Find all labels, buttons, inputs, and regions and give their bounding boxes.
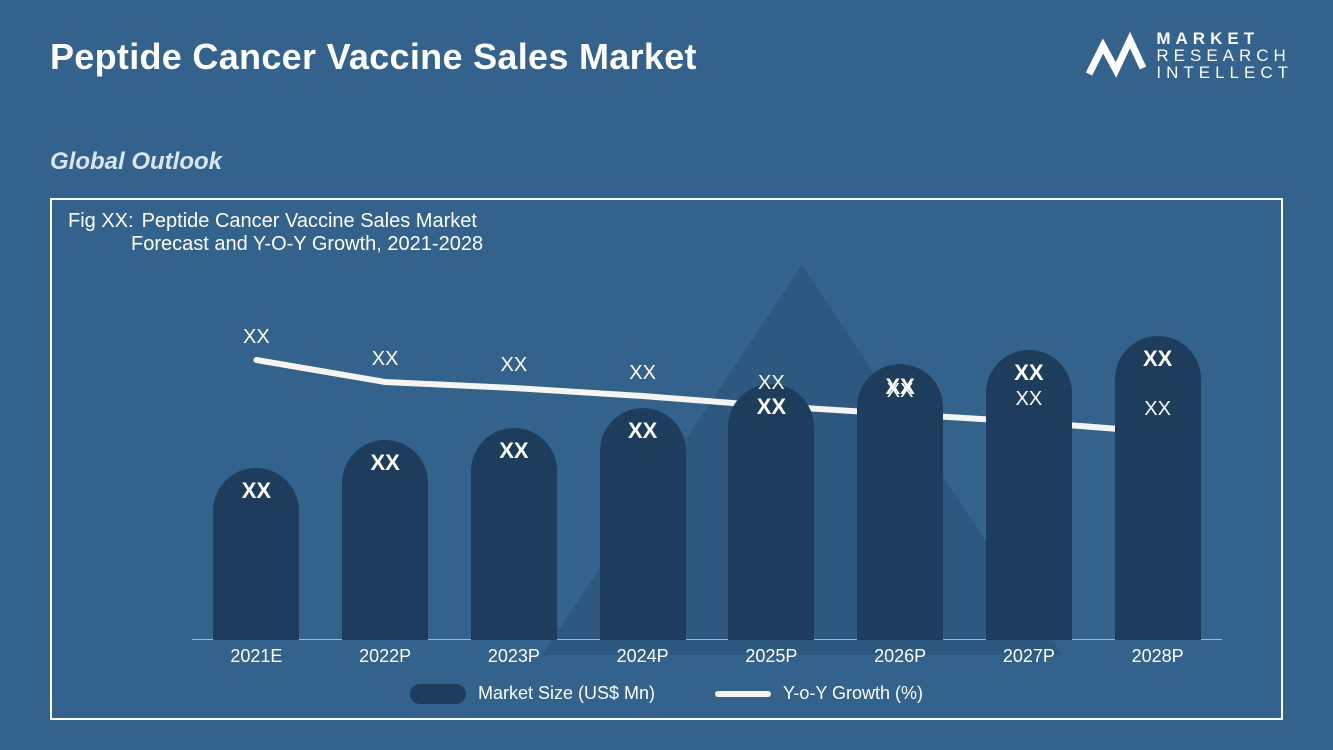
figure-caption: Fig XX: Peptide Cancer Vaccine Sales Mar… [68,210,483,256]
x-axis-tick-label: 2026P [874,646,926,667]
legend-item-bar: Market Size (US$ Mn) [410,683,655,704]
line-value-label: XX [243,326,270,349]
chart-bar: XX [857,364,943,640]
logo-mark-icon [1086,32,1146,80]
figure-label: Fig XX: [68,210,134,233]
line-value-label: XX [629,362,656,385]
bar-value-label: XX [1115,346,1201,372]
chart-frame: Fig XX: Peptide Cancer Vaccine Sales Mar… [50,198,1283,720]
chart-bar: XX [728,384,814,640]
line-value-label: XX [372,348,399,371]
x-axis-tick-label: 2025P [745,646,797,667]
logo-text: MARKET RESEARCH INTELLECT [1156,30,1293,81]
chart-bar: XX [600,408,686,640]
x-axis-tick-label: 2028P [1132,646,1184,667]
legend-item-line: Y-o-Y Growth (%) [715,683,923,704]
legend-swatch-bar-icon [410,684,466,704]
x-axis-tick-label: 2021E [230,646,282,667]
page-root: Peptide Cancer Vaccine Sales Market MARK… [0,0,1333,750]
figure-title: Peptide Cancer Vaccine Sales Market [142,210,477,233]
bar-value-label: XX [986,360,1072,386]
line-value-label: XX [758,372,785,395]
legend-swatch-line-icon [715,691,771,697]
logo-line-2: RESEARCH [1156,47,1293,64]
line-value-label: XX [501,354,528,377]
bar-value-label: XX [600,418,686,444]
bar-value-label: XX [342,450,428,476]
logo-line-1: MARKET [1156,30,1293,47]
figure-subtitle: Forecast and Y-O-Y Growth, 2021-2028 [131,233,483,256]
plot-area: XXXXXXXXXXXXXXXXXXXXXXXXXXXXXXXX [192,280,1222,640]
chart-bar: XX [471,428,557,640]
legend-label-bar: Market Size (US$ Mn) [478,683,655,704]
x-axis-tick-label: 2024P [617,646,669,667]
brand-logo: MARKET RESEARCH INTELLECT [1086,30,1293,81]
page-title: Peptide Cancer Vaccine Sales Market [50,36,697,78]
x-axis-tick-label: 2027P [1003,646,1055,667]
chart-legend: Market Size (US$ Mn) Y-o-Y Growth (%) [52,683,1281,704]
section-subtitle: Global Outlook [50,148,222,176]
bar-value-label: XX [728,394,814,420]
logo-line-3: INTELLECT [1156,64,1293,81]
chart-bar: XX [342,440,428,640]
bar-value-label: XX [471,438,557,464]
line-value-label: XX [887,380,914,403]
x-axis-tick-label: 2023P [488,646,540,667]
line-value-label: XX [1016,388,1043,411]
line-value-label: XX [1144,398,1171,421]
legend-label-line: Y-o-Y Growth (%) [783,683,923,704]
bar-value-label: XX [213,478,299,504]
chart-bar: XX [1115,336,1201,640]
x-axis-tick-label: 2022P [359,646,411,667]
chart-bar: XX [213,468,299,640]
